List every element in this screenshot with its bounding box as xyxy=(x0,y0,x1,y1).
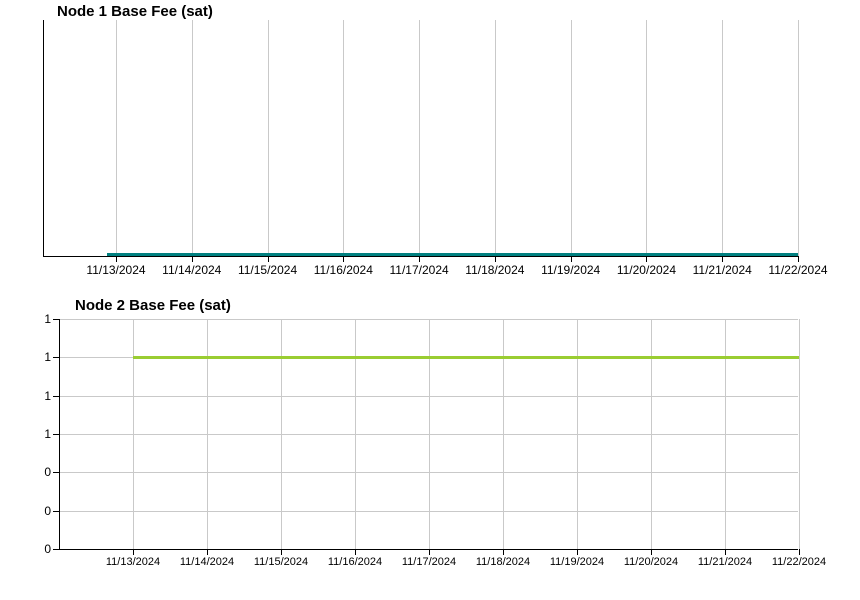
x-axis-tick xyxy=(494,256,496,262)
x-gridline xyxy=(494,20,496,256)
x-axis-tick xyxy=(355,549,356,555)
x-axis-tick xyxy=(343,256,345,262)
y-gridline xyxy=(59,434,798,435)
x-gridline xyxy=(799,319,800,549)
x-axis-label: 11/15/2024 xyxy=(237,263,298,277)
x-axis-tick xyxy=(429,549,430,555)
x-axis-tick xyxy=(267,256,269,262)
x-axis-tick xyxy=(503,549,504,555)
x-axis-tick xyxy=(419,256,421,262)
x-gridline xyxy=(798,20,799,256)
x-gridline xyxy=(646,20,648,256)
x-axis-tick xyxy=(281,549,282,555)
x-axis-tick xyxy=(207,549,208,555)
x-axis-label: 11/17/2024 xyxy=(401,556,457,568)
series-line-node-1-base-fee xyxy=(107,253,798,256)
y-axis-tick xyxy=(53,395,59,397)
y-axis-label: 0 xyxy=(44,542,51,556)
x-axis-label: 11/14/2024 xyxy=(162,263,222,277)
x-axis-label: 11/19/2024 xyxy=(549,556,605,568)
chart-title-node1: Node 1 Base Fee (sat) xyxy=(57,3,213,20)
x-axis-tick xyxy=(570,256,572,262)
y-gridline xyxy=(59,319,798,320)
x-axis-label: 11/21/2024 xyxy=(692,263,752,277)
y-gridline xyxy=(59,395,798,397)
x-axis-label: 11/16/2024 xyxy=(327,556,383,568)
x-axis-tick xyxy=(798,256,799,262)
x-gridline xyxy=(343,20,345,256)
y-axis-tick xyxy=(53,357,59,359)
y-axis-tick xyxy=(53,472,59,474)
series-line-node-2-base-fee xyxy=(133,356,799,359)
x-axis-tick xyxy=(651,549,652,555)
y-axis-label: 0 xyxy=(44,503,51,518)
x-axis-tick xyxy=(799,549,800,555)
x-axis-label: 11/20/2024 xyxy=(616,263,677,277)
y-axis-tick xyxy=(53,319,59,320)
x-gridline xyxy=(570,20,572,256)
x-axis-label: 11/22/2024 xyxy=(768,263,828,277)
y-gridline xyxy=(59,510,798,512)
x-axis-tick xyxy=(725,549,726,555)
x-axis-tick xyxy=(722,256,724,262)
x-gridline xyxy=(267,20,269,256)
y-axis-tick xyxy=(53,510,59,512)
x-gridline xyxy=(419,20,421,256)
x-gridline xyxy=(116,20,117,256)
y-gridline xyxy=(59,472,798,474)
y-axis-label: 1 xyxy=(44,427,51,441)
x-gridline xyxy=(191,20,193,256)
y-axis-label: 1 xyxy=(44,388,51,403)
x-axis-label: 11/14/2024 xyxy=(179,556,235,568)
x-axis-tick xyxy=(646,256,648,262)
x-axis-label: 11/18/2024 xyxy=(475,556,531,568)
x-axis-label: 11/15/2024 xyxy=(253,556,309,568)
y-axis xyxy=(43,20,44,257)
y-axis-label: 0 xyxy=(44,465,51,480)
x-axis xyxy=(43,256,798,257)
x-axis-label: 11/21/2024 xyxy=(697,556,753,568)
x-axis-label: 11/16/2024 xyxy=(313,263,373,277)
x-axis-label: 11/18/2024 xyxy=(465,263,525,277)
x-axis-tick xyxy=(191,256,193,262)
x-axis-label: 11/13/2024 xyxy=(105,556,161,568)
y-axis xyxy=(59,319,60,550)
x-axis-tick xyxy=(577,549,578,555)
x-gridline xyxy=(722,20,724,256)
y-axis-label: 1 xyxy=(44,350,51,365)
x-axis-label: 11/20/2024 xyxy=(623,556,679,568)
x-axis-tick xyxy=(116,256,117,262)
y-axis-tick xyxy=(53,549,59,550)
x-axis-label: 11/13/2024 xyxy=(86,263,146,277)
x-axis-label: 11/17/2024 xyxy=(389,263,449,277)
x-axis-tick xyxy=(133,549,134,555)
y-axis-label: 1 xyxy=(44,312,51,326)
x-axis xyxy=(59,549,798,550)
y-axis-tick xyxy=(53,434,59,435)
x-axis-label: 11/19/2024 xyxy=(541,263,601,277)
chart-title-node2: Node 2 Base Fee (sat) xyxy=(75,297,231,314)
x-axis-label: 11/22/2024 xyxy=(771,556,827,568)
